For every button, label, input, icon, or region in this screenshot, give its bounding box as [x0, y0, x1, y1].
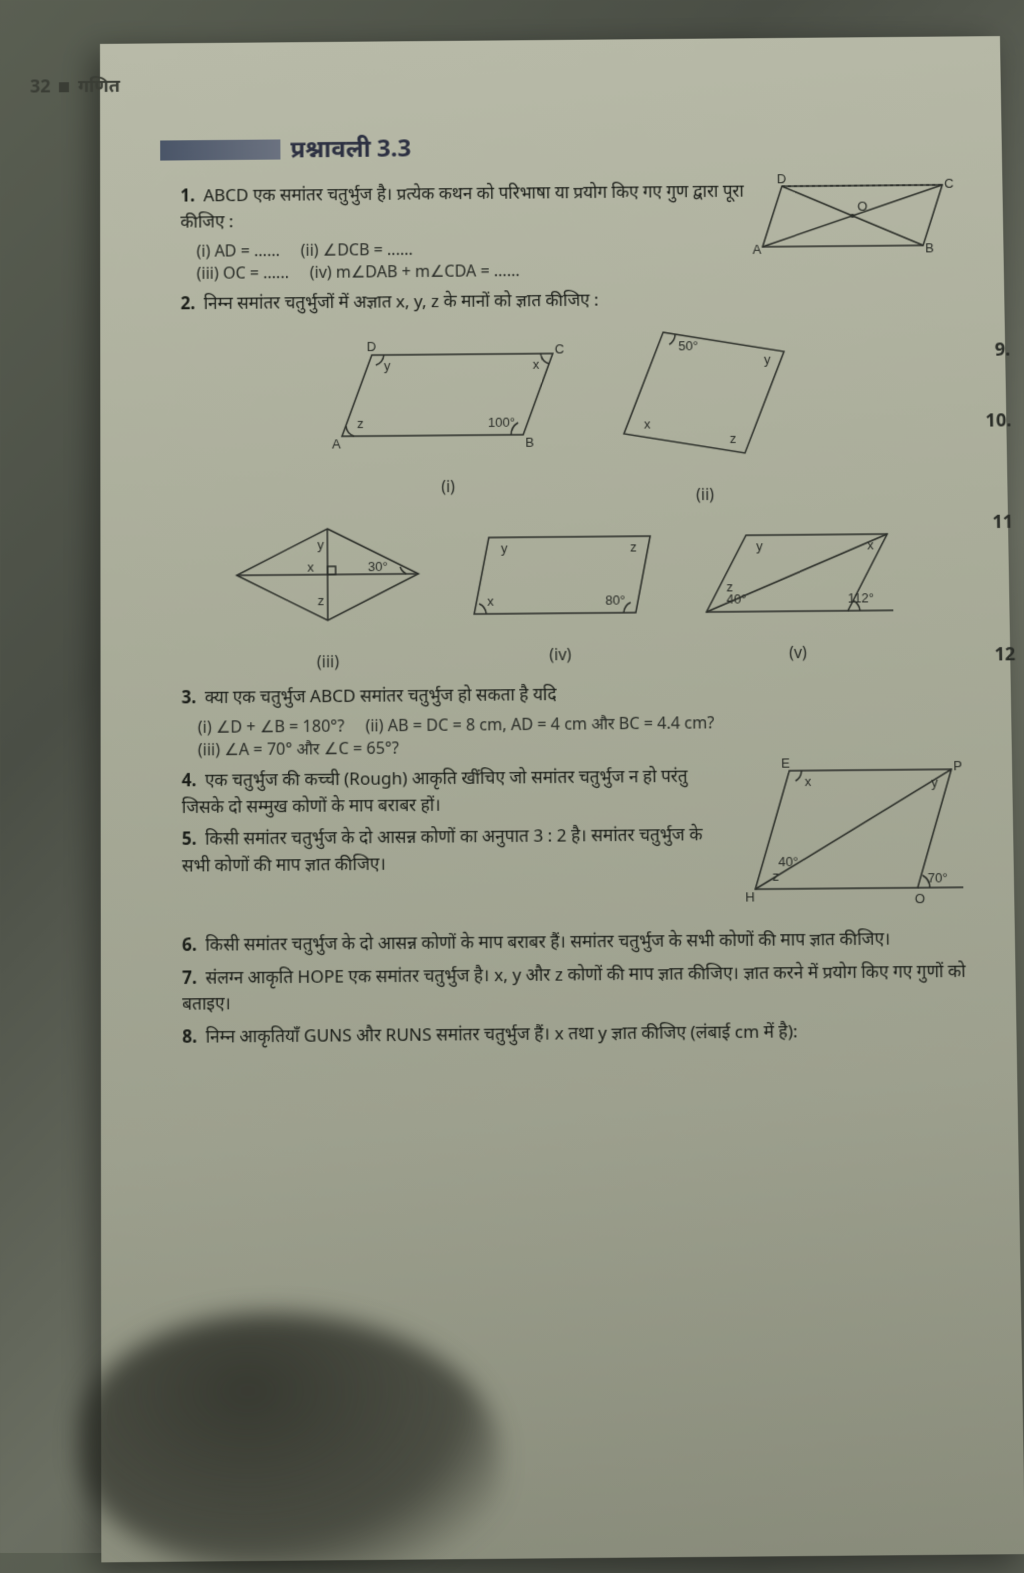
subject-label: गणित: [78, 74, 120, 98]
exercise-title-row: प्रश्नावली 3.3: [160, 126, 962, 166]
title-bar-icon: [160, 139, 280, 160]
svg-text:z: z: [730, 430, 737, 445]
svg-text:O: O: [857, 199, 867, 214]
q4-q5-row: 4. एक चतुर्भुज की कच्ची (Rough) आकृति खी…: [161, 754, 974, 926]
edge-num-11: 11: [992, 510, 1013, 535]
svg-text:y: y: [501, 540, 508, 555]
question-2: 2. निम्न समांतर चतुर्भुजों में अज्ञात x,…: [181, 283, 965, 316]
svg-text:D: D: [777, 171, 787, 186]
q1-row: 1. ABCD एक समांतर चतुर्भुज है। प्रत्येक …: [160, 170, 964, 285]
edge-num-12: 12: [994, 642, 1015, 667]
svg-text:y: y: [931, 775, 938, 790]
svg-text:112°: 112°: [848, 590, 874, 606]
page-number: 32: [30, 74, 51, 98]
fig-i: D C A B y x z 100° (i): [321, 333, 574, 498]
square-bullet-icon: [59, 82, 69, 92]
svg-text:H: H: [745, 889, 755, 905]
svg-text:D: D: [367, 338, 377, 353]
question-3: 3. क्या एक चतुर्भुज ABCD समांतर चतुर्भुज…: [181, 677, 970, 710]
edge-num-10: 10.: [985, 408, 1011, 433]
svg-text:50°: 50°: [678, 338, 698, 353]
hope-figure: E P H O x y z 40° 70°: [739, 754, 974, 920]
question-1: 1. ABCD एक समांतर चतुर्भुज है। प्रत्येक …: [180, 177, 752, 233]
q1-text: ABCD एक समांतर चतुर्भुज है। प्रत्येक कथन…: [180, 179, 744, 233]
question-6: 6. किसी समांतर चतुर्भुज के दो आसन्न कोणो…: [182, 924, 974, 957]
svg-text:x: x: [644, 416, 651, 431]
svg-text:x: x: [533, 356, 540, 371]
svg-text:C: C: [555, 341, 565, 356]
exercise-title: प्रश्नावली 3.3: [290, 131, 411, 165]
svg-text:E: E: [781, 755, 790, 770]
question-4: 4. एक चतुर्भुज की कच्ची (Rough) आकृति खी…: [182, 762, 729, 819]
svg-text:A: A: [332, 436, 341, 451]
q2-row2: y x z 30° (iii) y z x 80° (iv): [161, 512, 970, 673]
svg-text:z: z: [318, 592, 325, 607]
svg-text:y: y: [756, 538, 763, 553]
q2-row1: D C A B y x z 100° (i) 50° y x z (ii): [161, 319, 968, 509]
svg-text:x: x: [307, 559, 314, 574]
svg-text:x: x: [805, 774, 812, 789]
svg-text:z: z: [772, 868, 779, 883]
svg-text:30°: 30°: [368, 558, 388, 573]
question-7: 7. संलग्न आकृति HOPE एक समांतर चतुर्भुज …: [182, 957, 975, 1017]
q1-iii: (iii) OC = ...... (iv) m∠DAB + m∠CDA = .…: [197, 257, 753, 284]
svg-text:O: O: [915, 891, 925, 907]
svg-text:z: z: [726, 579, 733, 594]
fig-v: y x 40° z 112° (v): [690, 518, 904, 663]
svg-text:70°: 70°: [928, 870, 948, 886]
svg-text:P: P: [953, 758, 962, 773]
fig-iii: y x z 30° (iii): [226, 517, 429, 673]
svg-text:80°: 80°: [605, 592, 625, 607]
svg-text:B: B: [925, 240, 934, 255]
fig-iv: y z x 80° (iv): [458, 520, 661, 665]
question-8: 8. निम्न आकृतियाँ GUNS और RUNS समांतर चत…: [182, 1016, 976, 1049]
svg-text:y: y: [384, 357, 391, 372]
svg-text:100°: 100°: [488, 414, 515, 429]
svg-text:y: y: [317, 536, 324, 551]
svg-text:A: A: [752, 242, 761, 257]
q1-num: 1.: [180, 183, 195, 206]
fig-ii: 50° y x z (ii): [603, 321, 806, 506]
svg-text:C: C: [944, 176, 954, 191]
q1-figure: D C A B O: [762, 170, 964, 272]
svg-text:x: x: [487, 593, 494, 608]
edge-num-9: 9.: [995, 337, 1011, 361]
question-5: 5. किसी समांतर चतुर्भुज के दो आसन्न कोणो…: [182, 821, 730, 878]
svg-text:x: x: [867, 537, 874, 552]
svg-text:40°: 40°: [778, 854, 798, 870]
svg-text:z: z: [630, 539, 637, 554]
page-header: 32 गणित: [30, 74, 120, 99]
svg-text:z: z: [357, 415, 364, 430]
svg-text:B: B: [525, 434, 534, 449]
svg-text:y: y: [764, 351, 771, 366]
